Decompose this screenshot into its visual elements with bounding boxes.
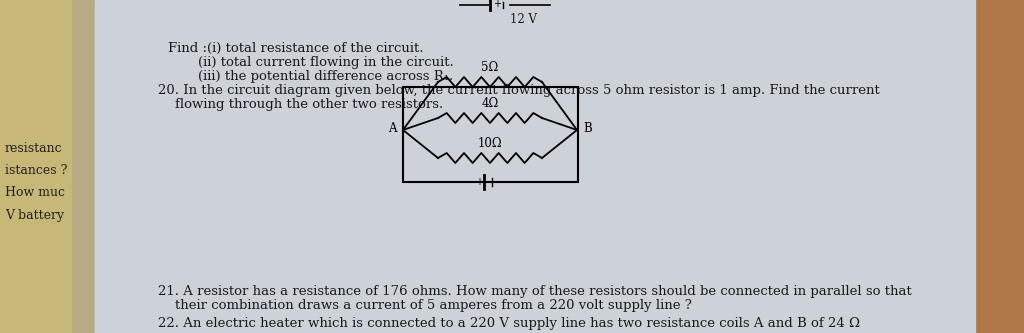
Text: resistanc: resistanc [5, 142, 62, 155]
Text: 20. In the circuit diagram given below, the current flowing across 5 ohm resisto: 20. In the circuit diagram given below, … [158, 84, 880, 97]
Text: -: - [495, 175, 500, 188]
Polygon shape [72, 0, 105, 333]
Text: +: + [475, 177, 483, 187]
Bar [95, 0, 975, 333]
Text: (ii) total current flowing in the circuit.: (ii) total current flowing in the circui… [198, 56, 454, 69]
Text: B: B [583, 122, 592, 135]
Text: +: + [493, 0, 501, 9]
Text: flowing through the other two resistors.: flowing through the other two resistors. [158, 98, 443, 111]
Text: How muc: How muc [5, 185, 65, 198]
Text: A: A [388, 122, 397, 135]
Text: 21. A resistor has a resistance of 176 ohms. How many of these resistors should : 21. A resistor has a resistance of 176 o… [158, 285, 911, 298]
Polygon shape [0, 0, 95, 333]
Bar [403, 87, 578, 182]
Text: 4Ω: 4Ω [481, 97, 499, 110]
Polygon shape [975, 0, 1024, 333]
Text: 22. An electric heater which is connected to a 220 V supply line has two resista: 22. An electric heater which is connecte… [158, 317, 860, 330]
Text: 10Ω: 10Ω [477, 137, 503, 150]
Text: Find :(i) total resistance of the circuit.: Find :(i) total resistance of the circui… [168, 42, 424, 55]
Text: V battery: V battery [5, 209, 65, 222]
Text: 5Ω: 5Ω [481, 61, 499, 74]
Text: 12 V: 12 V [510, 13, 537, 26]
Text: (iii) the potential difference across R₁.: (iii) the potential difference across R₁… [198, 70, 454, 83]
Text: istances ?: istances ? [5, 164, 68, 176]
Text: their combination draws a current of 5 amperes from a 220 volt supply line ?: their combination draws a current of 5 a… [158, 299, 692, 312]
